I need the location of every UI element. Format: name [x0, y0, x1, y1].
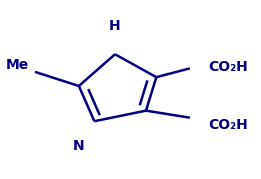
Text: Me: Me	[5, 58, 28, 72]
Text: CO₂H: CO₂H	[209, 60, 248, 74]
Text: CO₂H: CO₂H	[209, 118, 248, 132]
Text: N: N	[73, 139, 85, 153]
Text: H: H	[109, 19, 121, 33]
